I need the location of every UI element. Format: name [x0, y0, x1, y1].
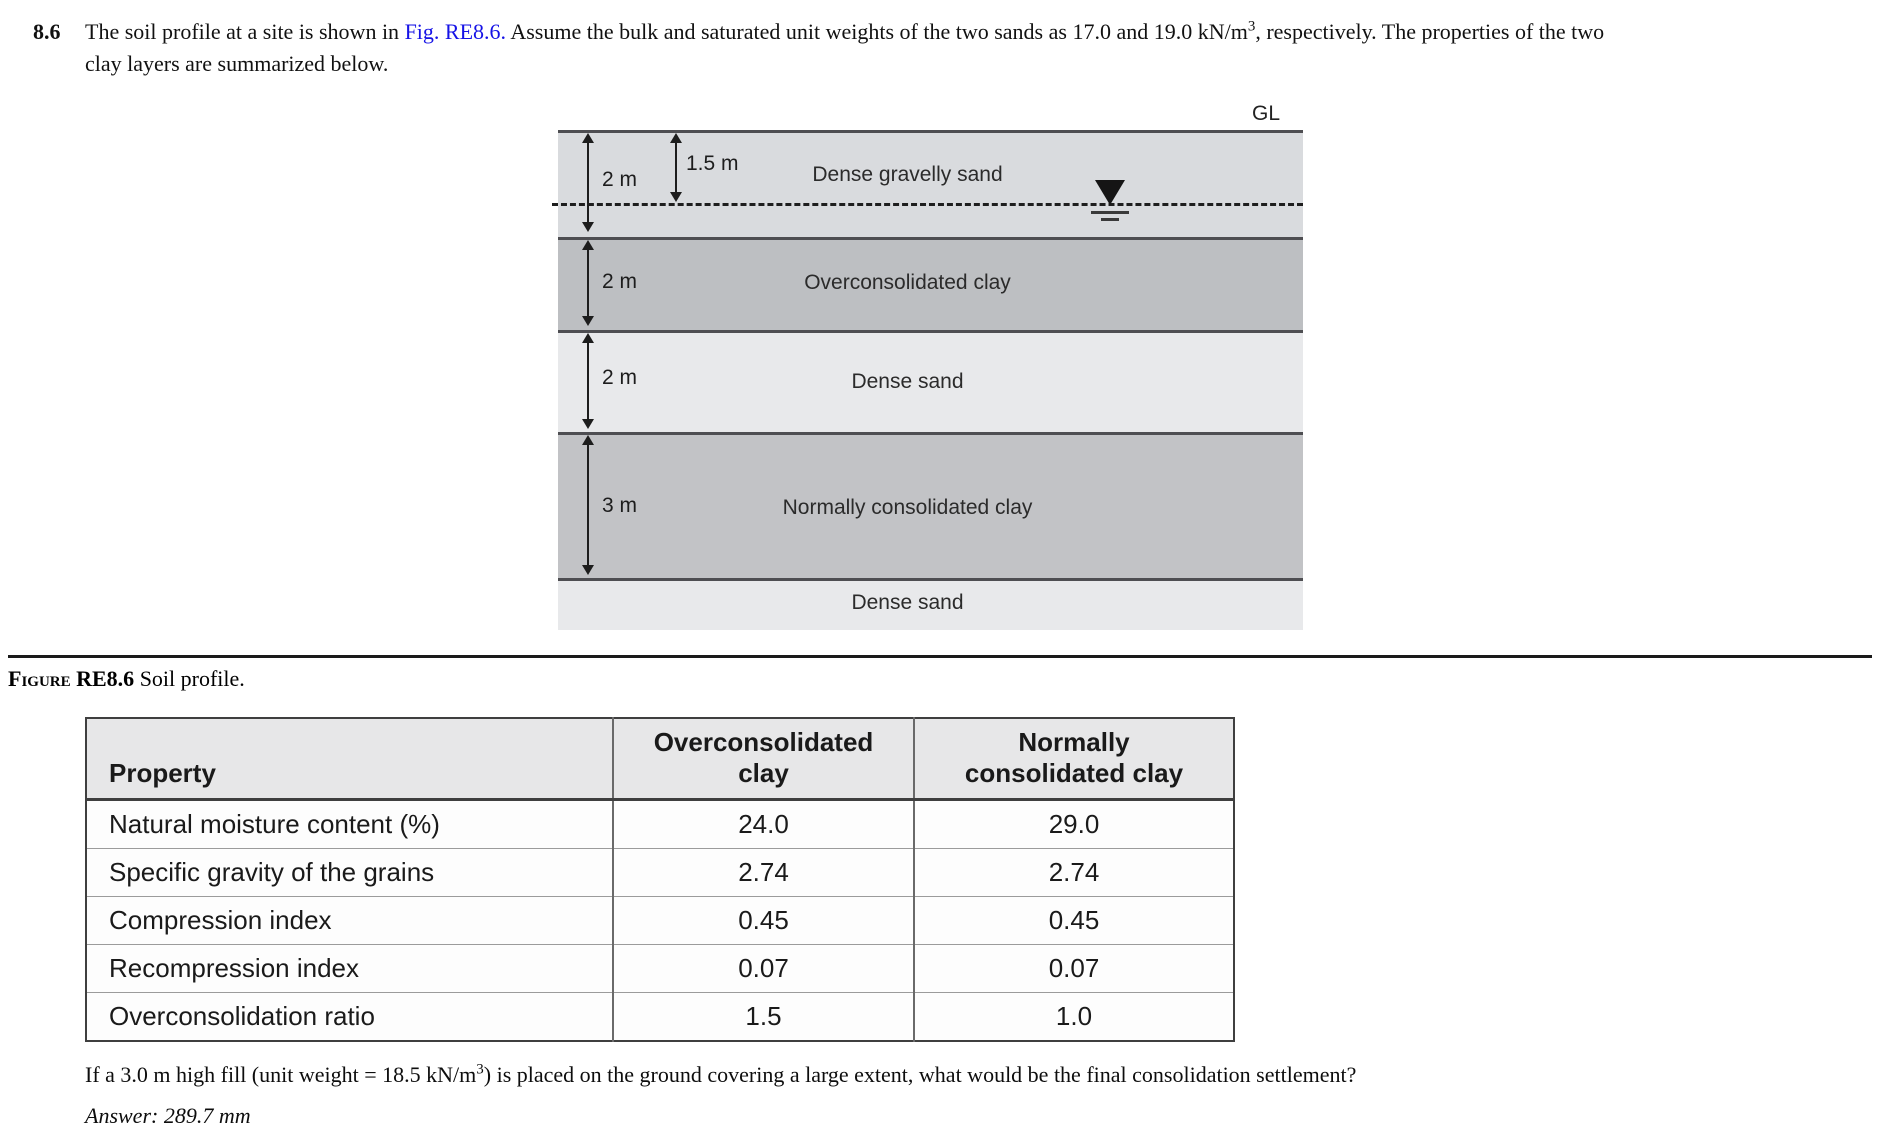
problem-statement: 8.6 The soil profile at a site is shown … — [33, 16, 1848, 80]
nc-clay-value: 1.0 — [913, 992, 1234, 1042]
water-table-icon — [1095, 180, 1125, 205]
dimension-arrow-layer3 — [582, 333, 594, 429]
table-row: Recompression index 0.07 0.07 — [86, 944, 1234, 993]
dimension-arrow-layer2 — [582, 240, 594, 326]
property-name: Recompression index — [86, 944, 613, 993]
column-header-property: Property — [86, 718, 613, 802]
figure-caption: Figure RE8.6 Soil profile. — [8, 666, 245, 692]
table-header-row: Property Overconsolidated clay Normally co… — [86, 718, 1234, 802]
property-name: Natural moisture content (%) — [86, 799, 613, 849]
unit-superscript: 3 — [1247, 18, 1256, 35]
nc-clay-value: 2.74 — [913, 848, 1234, 897]
layer-label: Overconsolidated clay — [804, 271, 1011, 294]
layer-label: Normally consolidated clay — [782, 496, 1033, 519]
water-table-icon-bar — [1101, 218, 1119, 221]
property-name: Overconsolidation ratio — [86, 992, 613, 1042]
answer-value: 289.7 mm — [163, 1103, 251, 1128]
layer-overconsolidated-clay — [558, 237, 1303, 330]
thickness-label: 3 m — [602, 494, 638, 517]
layer-dense-sand-bottom — [558, 578, 1303, 630]
question-text: If a 3.0 m high fill (unit weight = 18.5… — [85, 1061, 1357, 1087]
water-table-line — [552, 203, 1303, 206]
column-header-nc-clay: Normally consolidated clay — [913, 718, 1234, 802]
oc-clay-value: 0.45 — [612, 896, 914, 945]
ground-level-label: GL — [1252, 102, 1281, 125]
caption-text: Soil profile. — [139, 666, 245, 691]
layer-label: Dense sand — [851, 370, 964, 393]
water-table-icon-bar — [1091, 211, 1129, 214]
property-name: Compression index — [86, 896, 613, 945]
figure-reference-link[interactable]: Fig. RE8.6. — [404, 19, 507, 44]
caption-figure-word: Figure — [8, 666, 71, 691]
problem-text-end: , respectively. The properties of the tw… — [1255, 19, 1605, 44]
layer-label: Dense sand — [851, 591, 964, 614]
problem-number: 8.6 — [33, 19, 61, 44]
dimension-arrow-layer1 — [582, 133, 594, 232]
water-depth-label: 1.5 m — [686, 152, 739, 175]
clay-properties-table: Property Overconsolidated clay Normally co… — [85, 717, 1235, 1043]
table-row: Overconsolidation ratio 1.5 1.0 — [86, 992, 1234, 1042]
problem-text-pre: The soil profile at a site is shown in — [85, 19, 405, 44]
soil-profile-figure: GL Dense gravelly sand Overconsolidated … — [552, 102, 1303, 630]
dimension-arrow-layer4 — [582, 435, 594, 575]
caption-figure-number: RE8.6 — [76, 666, 135, 691]
answer-text: Answer: 289.7 mm — [85, 1103, 251, 1129]
problem-text: The soil profile at a site is shown in F… — [85, 16, 1848, 80]
nc-clay-value: 0.45 — [913, 896, 1234, 945]
answer-label: Answer: — [85, 1103, 159, 1128]
oc-clay-value: 1.5 — [612, 992, 914, 1042]
thickness-label: 2 m — [602, 366, 638, 389]
layer-normally-consolidated-clay — [558, 432, 1303, 578]
problem-text-mid: Assume the bulk and saturated unit weigh… — [506, 19, 1248, 44]
water-depth-arrow — [670, 133, 682, 202]
oc-clay-value: 24.0 — [612, 799, 914, 849]
table-row: Specific gravity of the grains 2.74 2.74 — [86, 848, 1234, 897]
property-name: Specific gravity of the grains — [86, 848, 613, 897]
layer-dense-gravelly-sand — [552, 130, 1303, 237]
nc-clay-value: 0.07 — [913, 944, 1234, 993]
layer-dense-sand — [558, 330, 1303, 432]
table-row: Compression index 0.45 0.45 — [86, 896, 1234, 945]
table-row: Natural moisture content (%) 24.0 29.0 — [86, 799, 1234, 849]
problem-text-line2: clay layers are summarized below. — [85, 51, 389, 76]
unit-superscript: 3 — [476, 1061, 484, 1078]
caption-divider-rule — [8, 655, 1872, 658]
column-header-oc-clay: Overconsolidated clay — [612, 718, 914, 802]
oc-clay-value: 2.74 — [612, 848, 914, 897]
nc-clay-value: 29.0 — [913, 799, 1234, 849]
thickness-label: 2 m — [602, 168, 638, 191]
thickness-label: 2 m — [602, 270, 638, 293]
oc-clay-value: 0.07 — [612, 944, 914, 993]
layer-label: Dense gravelly sand — [812, 163, 1003, 186]
